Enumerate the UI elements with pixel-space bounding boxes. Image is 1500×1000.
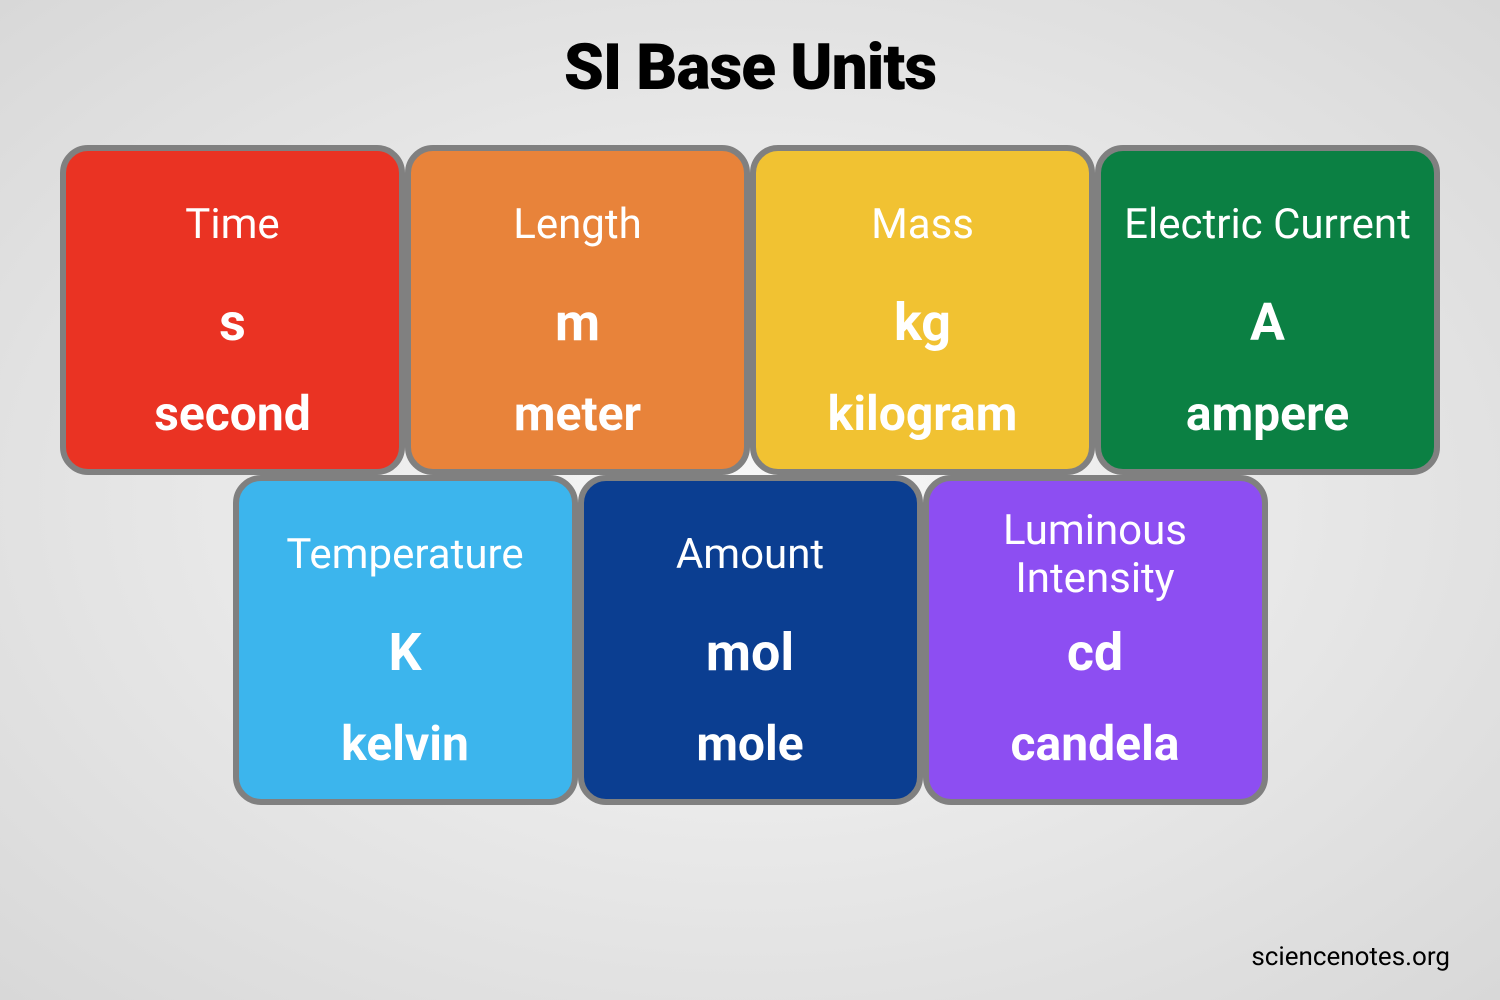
unit-name: meter <box>514 385 641 442</box>
unit-card-length: Length m meter <box>405 145 750 475</box>
unit-symbol: K <box>388 622 421 683</box>
unit-name: mole <box>696 715 803 772</box>
quantity-label: Luminous Intensity <box>939 506 1252 604</box>
unit-name: candela <box>1011 715 1180 772</box>
unit-name: kilogram <box>828 385 1018 442</box>
quantity-label: Time <box>185 176 279 274</box>
unit-card-temperature: Temperature K kelvin <box>233 475 578 805</box>
unit-symbol: s <box>219 292 246 353</box>
attribution-text: sciencenotes.org <box>1251 942 1450 972</box>
page-title: SI Base Units <box>564 30 936 105</box>
unit-name: ampere <box>1186 385 1349 442</box>
unit-name: second <box>154 385 311 442</box>
unit-card-electric-current: Electric Current A ampere <box>1095 145 1440 475</box>
quantity-label: Electric Current <box>1124 176 1411 274</box>
unit-symbol: m <box>555 292 600 353</box>
unit-name: kelvin <box>341 715 469 772</box>
unit-card-luminous-intensity: Luminous Intensity cd candela <box>923 475 1268 805</box>
quantity-label: Length <box>513 176 642 274</box>
unit-symbol: kg <box>894 292 951 353</box>
unit-card-mass: Mass kg kilogram <box>750 145 1095 475</box>
quantity-label: Amount <box>676 506 824 604</box>
infographic-container: SI Base Units Time s second Length m met… <box>0 0 1500 1000</box>
card-row-2: Temperature K kelvin Amount mol mole Lum… <box>233 475 1268 805</box>
unit-card-amount: Amount mol mole <box>578 475 923 805</box>
quantity-label: Mass <box>871 176 974 274</box>
unit-symbol: A <box>1250 292 1285 353</box>
unit-symbol: mol <box>706 622 794 683</box>
quantity-label: Temperature <box>286 506 523 604</box>
card-row-1: Time s second Length m meter Mass kg kil… <box>60 145 1440 475</box>
unit-symbol: cd <box>1067 622 1123 683</box>
card-rows: Time s second Length m meter Mass kg kil… <box>60 145 1440 805</box>
unit-card-time: Time s second <box>60 145 405 475</box>
